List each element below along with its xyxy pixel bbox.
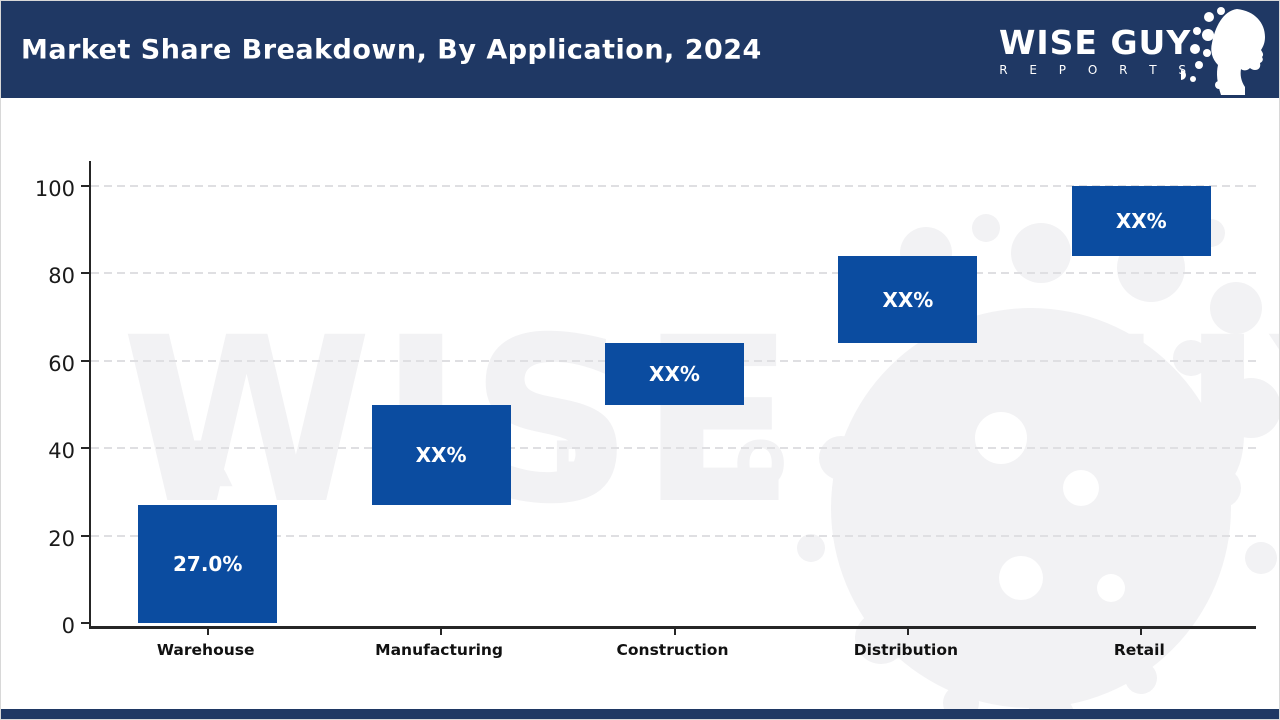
x-label-warehouse: Warehouse	[156, 641, 255, 659]
bar-retail: XX%	[1071, 186, 1211, 256]
plot-area: 27.0% XX% XX% XX% XX%	[81, 161, 1256, 635]
y-tick-label-0: 0	[61, 614, 75, 638]
x-tick-manufacturing	[440, 629, 443, 635]
header-bar: Market Share Breakdown, By Application, …	[1, 1, 1279, 98]
y-tick-label-100: 100	[34, 177, 75, 201]
bar-warehouse: 27.0%	[138, 505, 278, 623]
bar-value-label: XX%	[1115, 208, 1167, 233]
y-axis: 0 20 40 60 80 100	[1, 161, 81, 638]
brand-logo-subtext: R E P O R T S	[999, 63, 1195, 77]
y-tick-40	[81, 447, 89, 450]
y-tick-20	[81, 534, 89, 537]
y-tick-label-80: 80	[48, 264, 75, 289]
brand-logo-text: WISE GUY R E P O R T S	[995, 23, 1195, 77]
x-label-distribution: Distribution	[853, 641, 959, 659]
bar-distribution: XX%	[838, 255, 978, 344]
bar-value-label: XX%	[415, 442, 467, 467]
y-tick-label-20: 20	[48, 526, 75, 551]
gridline-100	[91, 185, 1256, 187]
x-tick-retail	[1140, 629, 1143, 635]
y-tick-80	[81, 272, 89, 275]
x-label-construction: Construction	[616, 641, 729, 659]
brand-logo: WISE GUY R E P O R T S	[995, 5, 1273, 95]
brand-head-icon	[1181, 7, 1265, 95]
gridline-20	[91, 534, 1256, 537]
gridline-80	[91, 272, 1256, 275]
page-title: Market Share Breakdown, By Application, …	[21, 34, 762, 65]
brand-logo-wordmark: WISE GUY	[998, 23, 1192, 62]
y-tick-label-60: 60	[48, 351, 75, 376]
y-tick-0	[81, 622, 89, 624]
gridline-40	[91, 447, 1256, 450]
bar-value-label: 27.0%	[172, 552, 243, 576]
x-label-manufacturing: Manufacturing	[375, 641, 504, 659]
footer-bar	[1, 709, 1279, 719]
bar-value-label: XX%	[882, 287, 934, 312]
x-tick-distribution	[906, 629, 909, 635]
bar-value-label: XX%	[649, 361, 700, 386]
y-tick-60	[81, 359, 89, 362]
y-tick-100	[81, 185, 89, 187]
bar-construction: XX%	[605, 343, 744, 405]
x-axis: Warehouse Manufacturing Construction Distri…	[89, 641, 1256, 667]
x-label-retail: Retail	[1113, 641, 1165, 659]
x-tick-construction	[673, 629, 676, 635]
y-tick-label-40: 40	[48, 439, 75, 464]
bar-manufacturing: XX%	[371, 404, 511, 506]
x-tick-warehouse	[206, 629, 209, 635]
